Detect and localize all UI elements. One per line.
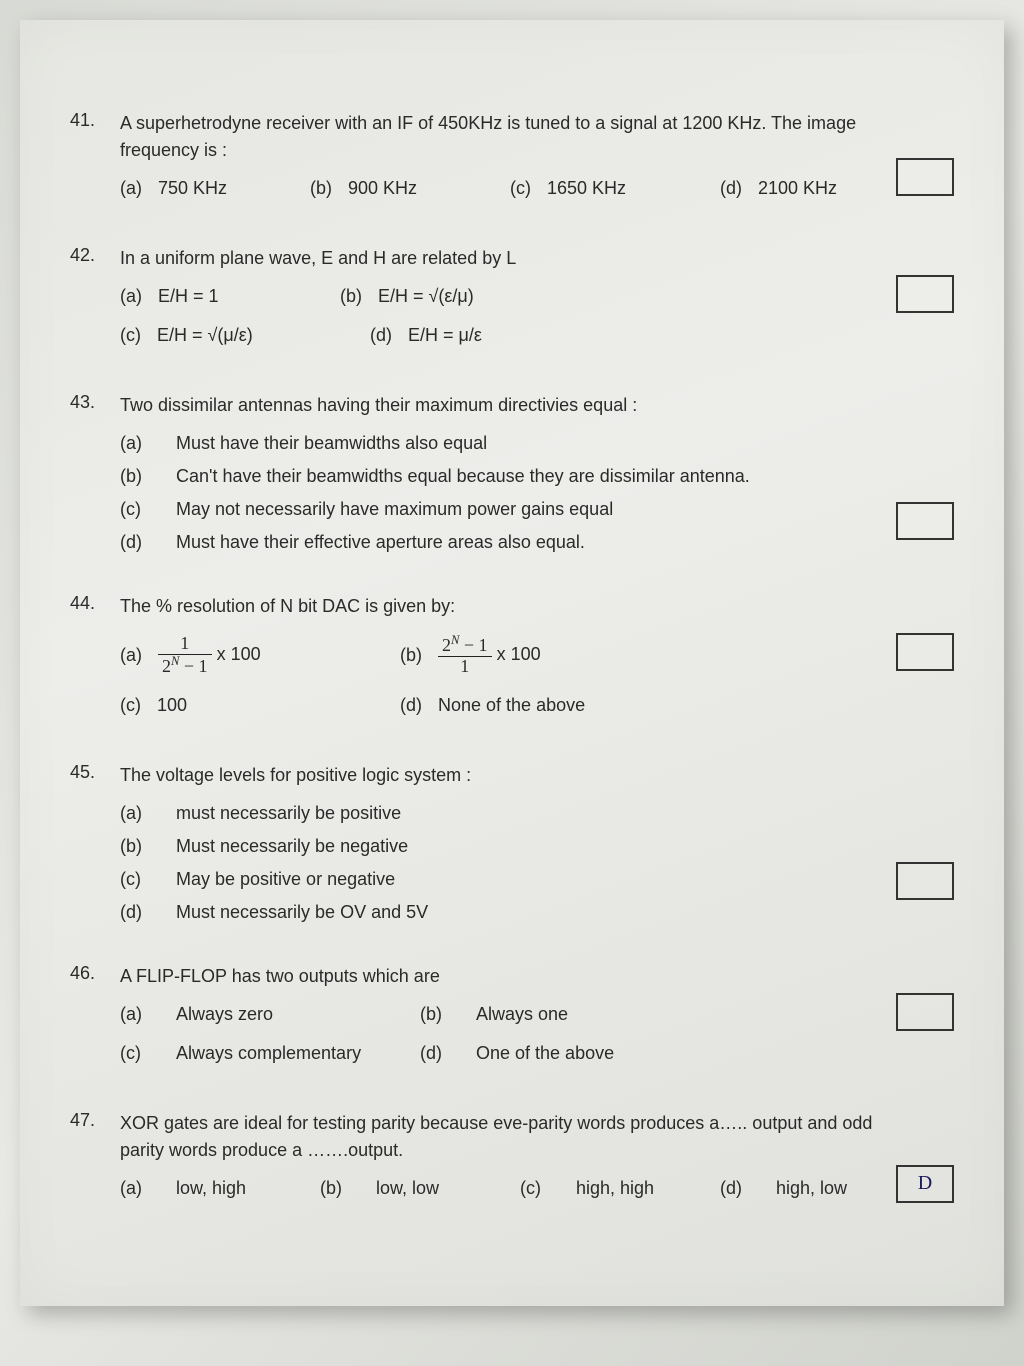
options-row: (a)low, high (b)low, low (c)high, high (… — [120, 1178, 874, 1207]
options-column: (a)Must have their beamwidths also equal… — [120, 433, 874, 553]
question-43: 43. Two dissimilar antennas having their… — [70, 392, 954, 565]
question-text: The voltage levels for positive logic sy… — [120, 762, 874, 789]
options-row: (a)E/H = 1 (b)E/H = √(ε/μ) — [120, 286, 874, 315]
option-a: (a)E/H = 1 — [120, 286, 320, 307]
question-text: Two dissimilar antennas having their max… — [120, 392, 874, 419]
option-b: (b)Always one — [420, 1004, 568, 1025]
question-text: A FLIP-FLOP has two outputs which are — [120, 963, 874, 990]
options-row-2: (c)E/H = √(μ/ε) (d)E/H = μ/ε — [120, 325, 874, 354]
question-body: XOR gates are ideal for testing parity b… — [120, 1110, 954, 1217]
answer-box[interactable] — [896, 158, 954, 196]
answer-box[interactable] — [896, 993, 954, 1031]
option-d: (d)Must have their effective aperture ar… — [120, 532, 874, 553]
option-b: (b) 2N − 11 x 100 — [400, 634, 541, 677]
option-d: (d)2100 KHz — [720, 178, 837, 199]
question-body: The % resolution of N bit DAC is given b… — [120, 593, 954, 734]
option-d: (d)E/H = μ/ε — [370, 325, 482, 346]
question-number: 45. — [70, 762, 120, 935]
option-c: (c)100 — [120, 695, 380, 716]
answer-box[interactable] — [896, 862, 954, 900]
options-row-2: (c)Always complementary (d)One of the ab… — [120, 1043, 874, 1072]
option-d: (d)One of the above — [420, 1043, 614, 1064]
option-c: (c)high, high — [520, 1178, 700, 1199]
question-44: 44. The % resolution of N bit DAC is giv… — [70, 593, 954, 734]
answer-box[interactable]: D — [896, 1165, 954, 1203]
answer-box[interactable] — [896, 633, 954, 671]
answer-box[interactable] — [896, 275, 954, 313]
question-text: In a uniform plane wave, E and H are rel… — [120, 245, 874, 272]
question-body: A superhetrodyne receiver with an IF of … — [120, 110, 954, 217]
option-b: (b)Can't have their beamwidths equal bec… — [120, 466, 874, 487]
question-number: 43. — [70, 392, 120, 565]
option-a: (a)low, high — [120, 1178, 300, 1199]
option-b: (b)low, low — [320, 1178, 500, 1199]
fraction-b: 2N − 11 x 100 — [438, 634, 541, 677]
question-body: Two dissimilar antennas having their max… — [120, 392, 954, 565]
question-46: 46. A FLIP-FLOP has two outputs which ar… — [70, 963, 954, 1082]
option-c: (c)1650 KHz — [510, 178, 700, 199]
option-a: (a)must necessarily be positive — [120, 803, 874, 824]
option-c: (c)E/H = √(μ/ε) — [120, 325, 350, 346]
question-45: 45. The voltage levels for positive logi… — [70, 762, 954, 935]
option-a: (a) 12N − 1 x 100 — [120, 634, 380, 677]
answer-box[interactable] — [896, 502, 954, 540]
option-a: (a)Must have their beamwidths also equal — [120, 433, 874, 454]
question-number: 41. — [70, 110, 120, 217]
options-row: (a)750 KHz (b)900 KHz (c)1650 KHz (d)210… — [120, 178, 874, 207]
question-text: The % resolution of N bit DAC is given b… — [120, 593, 874, 620]
exam-page: 41. A superhetrodyne receiver with an IF… — [20, 20, 1004, 1306]
question-number: 42. — [70, 245, 120, 364]
question-number: 44. — [70, 593, 120, 734]
option-b: (b)E/H = √(ε/μ) — [340, 286, 474, 307]
options-column: (a)must necessarily be positive (b)Must … — [120, 803, 874, 923]
option-a: (a)750 KHz — [120, 178, 290, 199]
option-d: (d)None of the above — [400, 695, 585, 716]
options-row: (a) 12N − 1 x 100 (b) 2N − 11 x 100 — [120, 634, 874, 685]
options-row: (a)Always zero (b)Always one — [120, 1004, 874, 1033]
question-body: In a uniform plane wave, E and H are rel… — [120, 245, 954, 364]
question-42: 42. In a uniform plane wave, E and H are… — [70, 245, 954, 364]
option-c: (c)May be positive or negative — [120, 869, 874, 890]
question-47: 47. XOR gates are ideal for testing pari… — [70, 1110, 954, 1217]
fraction-a: 12N − 1 x 100 — [158, 634, 261, 677]
options-row-2: (c)100 (d)None of the above — [120, 695, 874, 724]
option-a: (a)Always zero — [120, 1004, 400, 1025]
question-number: 47. — [70, 1110, 120, 1217]
question-number: 46. — [70, 963, 120, 1082]
question-body: A FLIP-FLOP has two outputs which are (a… — [120, 963, 954, 1082]
option-b: (b)Must necessarily be negative — [120, 836, 874, 857]
option-b: (b)900 KHz — [310, 178, 490, 199]
option-d: (d)high, low — [720, 1178, 847, 1199]
option-c: (c)May not necessarily have maximum powe… — [120, 499, 874, 520]
question-body: The voltage levels for positive logic sy… — [120, 762, 954, 935]
option-d: (d)Must necessarily be OV and 5V — [120, 902, 874, 923]
option-c: (c)Always complementary — [120, 1043, 400, 1064]
question-text: XOR gates are ideal for testing parity b… — [120, 1110, 874, 1164]
question-41: 41. A superhetrodyne receiver with an IF… — [70, 110, 954, 217]
question-text: A superhetrodyne receiver with an IF of … — [120, 110, 874, 164]
